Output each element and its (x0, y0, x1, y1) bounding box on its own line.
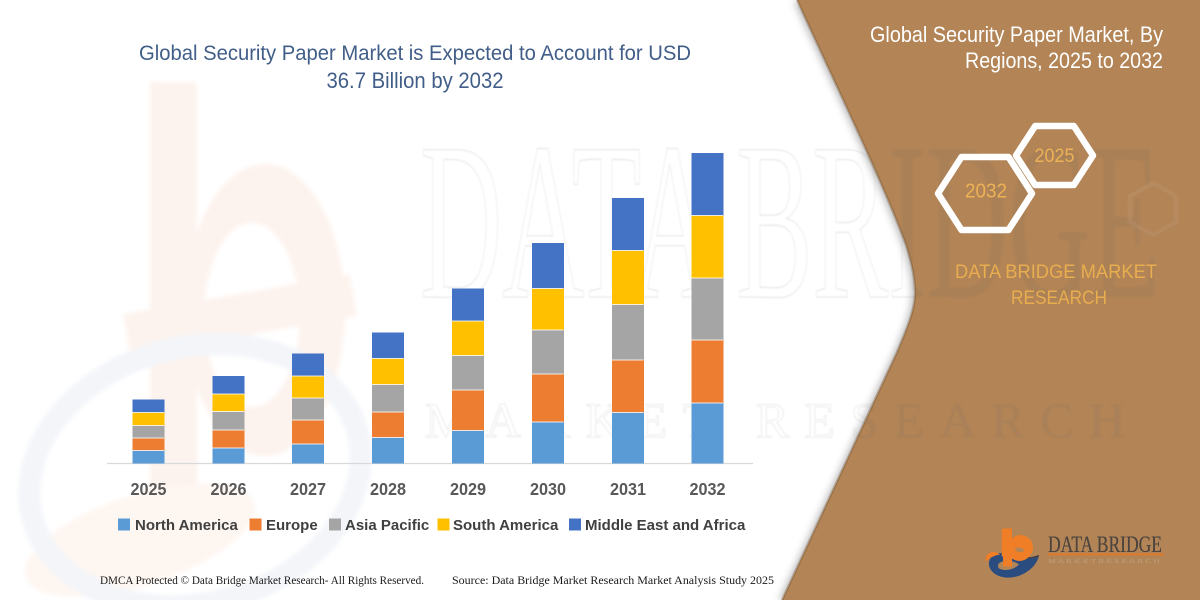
svg-text:South America: South America (453, 517, 559, 534)
svg-text:DATA BRIDGE: DATA BRIDGE (1048, 532, 1162, 557)
svg-text:M A R K E T R E S E A R C H: M A R K E T R E S E A R C H (1048, 558, 1160, 565)
svg-text:2029: 2029 (450, 479, 486, 499)
svg-text:North America: North America (135, 517, 238, 534)
svg-text:DATA BRIDGE MARKET: DATA BRIDGE MARKET (955, 261, 1157, 283)
svg-text:Global Security Paper Market i: Global Security Paper Market is Expected… (139, 42, 691, 65)
svg-text:36.7 Billion by 2032: 36.7 Billion by 2032 (327, 68, 504, 93)
svg-text:DATA BRIDGE: DATA BRIDGE (1048, 532, 1162, 557)
svg-text:2027: 2027 (290, 479, 326, 499)
svg-text:2025: 2025 (1035, 145, 1075, 167)
svg-text:2032: 2032 (965, 180, 1007, 203)
svg-text:RESEARCH: RESEARCH (1011, 287, 1107, 309)
svg-text:2031: 2031 (610, 479, 646, 499)
svg-text:Regions, 2025 to 2032: Regions, 2025 to 2032 (965, 48, 1163, 73)
svg-text:DMCA Protected © Data Bridge M: DMCA Protected © Data Bridge Market Rese… (100, 575, 424, 587)
svg-text:M A R K E T R E S E A R C H: M A R K E T R E S E A R C H (1048, 558, 1160, 565)
svg-text:2028: 2028 (370, 479, 406, 499)
svg-text:2025: 2025 (131, 479, 167, 499)
svg-text:2030: 2030 (530, 479, 566, 499)
svg-text:Source: Data Bridge Market Res: Source: Data Bridge Market Research Mark… (452, 575, 774, 587)
svg-text:Global Security Paper Market,: Global Security Paper Market, By (870, 22, 1163, 47)
svg-text:Asia Pacific: Asia Pacific (345, 517, 429, 534)
svg-text:2032: 2032 (690, 479, 726, 499)
svg-text:Middle East and Africa: Middle East and Africa (585, 517, 746, 534)
svg-text:Europe: Europe (266, 517, 318, 534)
svg-text:2026: 2026 (211, 479, 247, 499)
